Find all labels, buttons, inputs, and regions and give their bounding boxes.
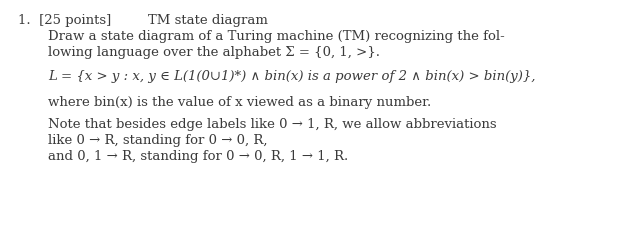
Text: Draw a state diagram of a Turing machine (TM) recognizing the fol-: Draw a state diagram of a Turing machine… [48, 30, 505, 43]
Text: 1.  [25 points]: 1. [25 points] [18, 14, 112, 27]
Text: L = {x > y : x, y ∈ L(1(0∪1)*) ∧ bin(x) is a power of 2 ∧ bin(x) > bin(y)},: L = {x > y : x, y ∈ L(1(0∪1)*) ∧ bin(x) … [48, 70, 536, 83]
Text: like 0 → R, standing for 0 → 0, R,: like 0 → R, standing for 0 → 0, R, [48, 134, 267, 147]
Text: lowing language over the alphabet Σ = {0, 1, >}.: lowing language over the alphabet Σ = {0… [48, 46, 380, 59]
Text: TM state diagram: TM state diagram [148, 14, 268, 27]
Text: where bin(x) is the value of x viewed as a binary number.: where bin(x) is the value of x viewed as… [48, 96, 431, 109]
Text: Note that besides edge labels like 0 → 1, R, we allow abbreviations: Note that besides edge labels like 0 → 1… [48, 118, 497, 131]
Text: and 0, 1 → R, standing for 0 → 0, R, 1 → 1, R.: and 0, 1 → R, standing for 0 → 0, R, 1 →… [48, 150, 348, 163]
